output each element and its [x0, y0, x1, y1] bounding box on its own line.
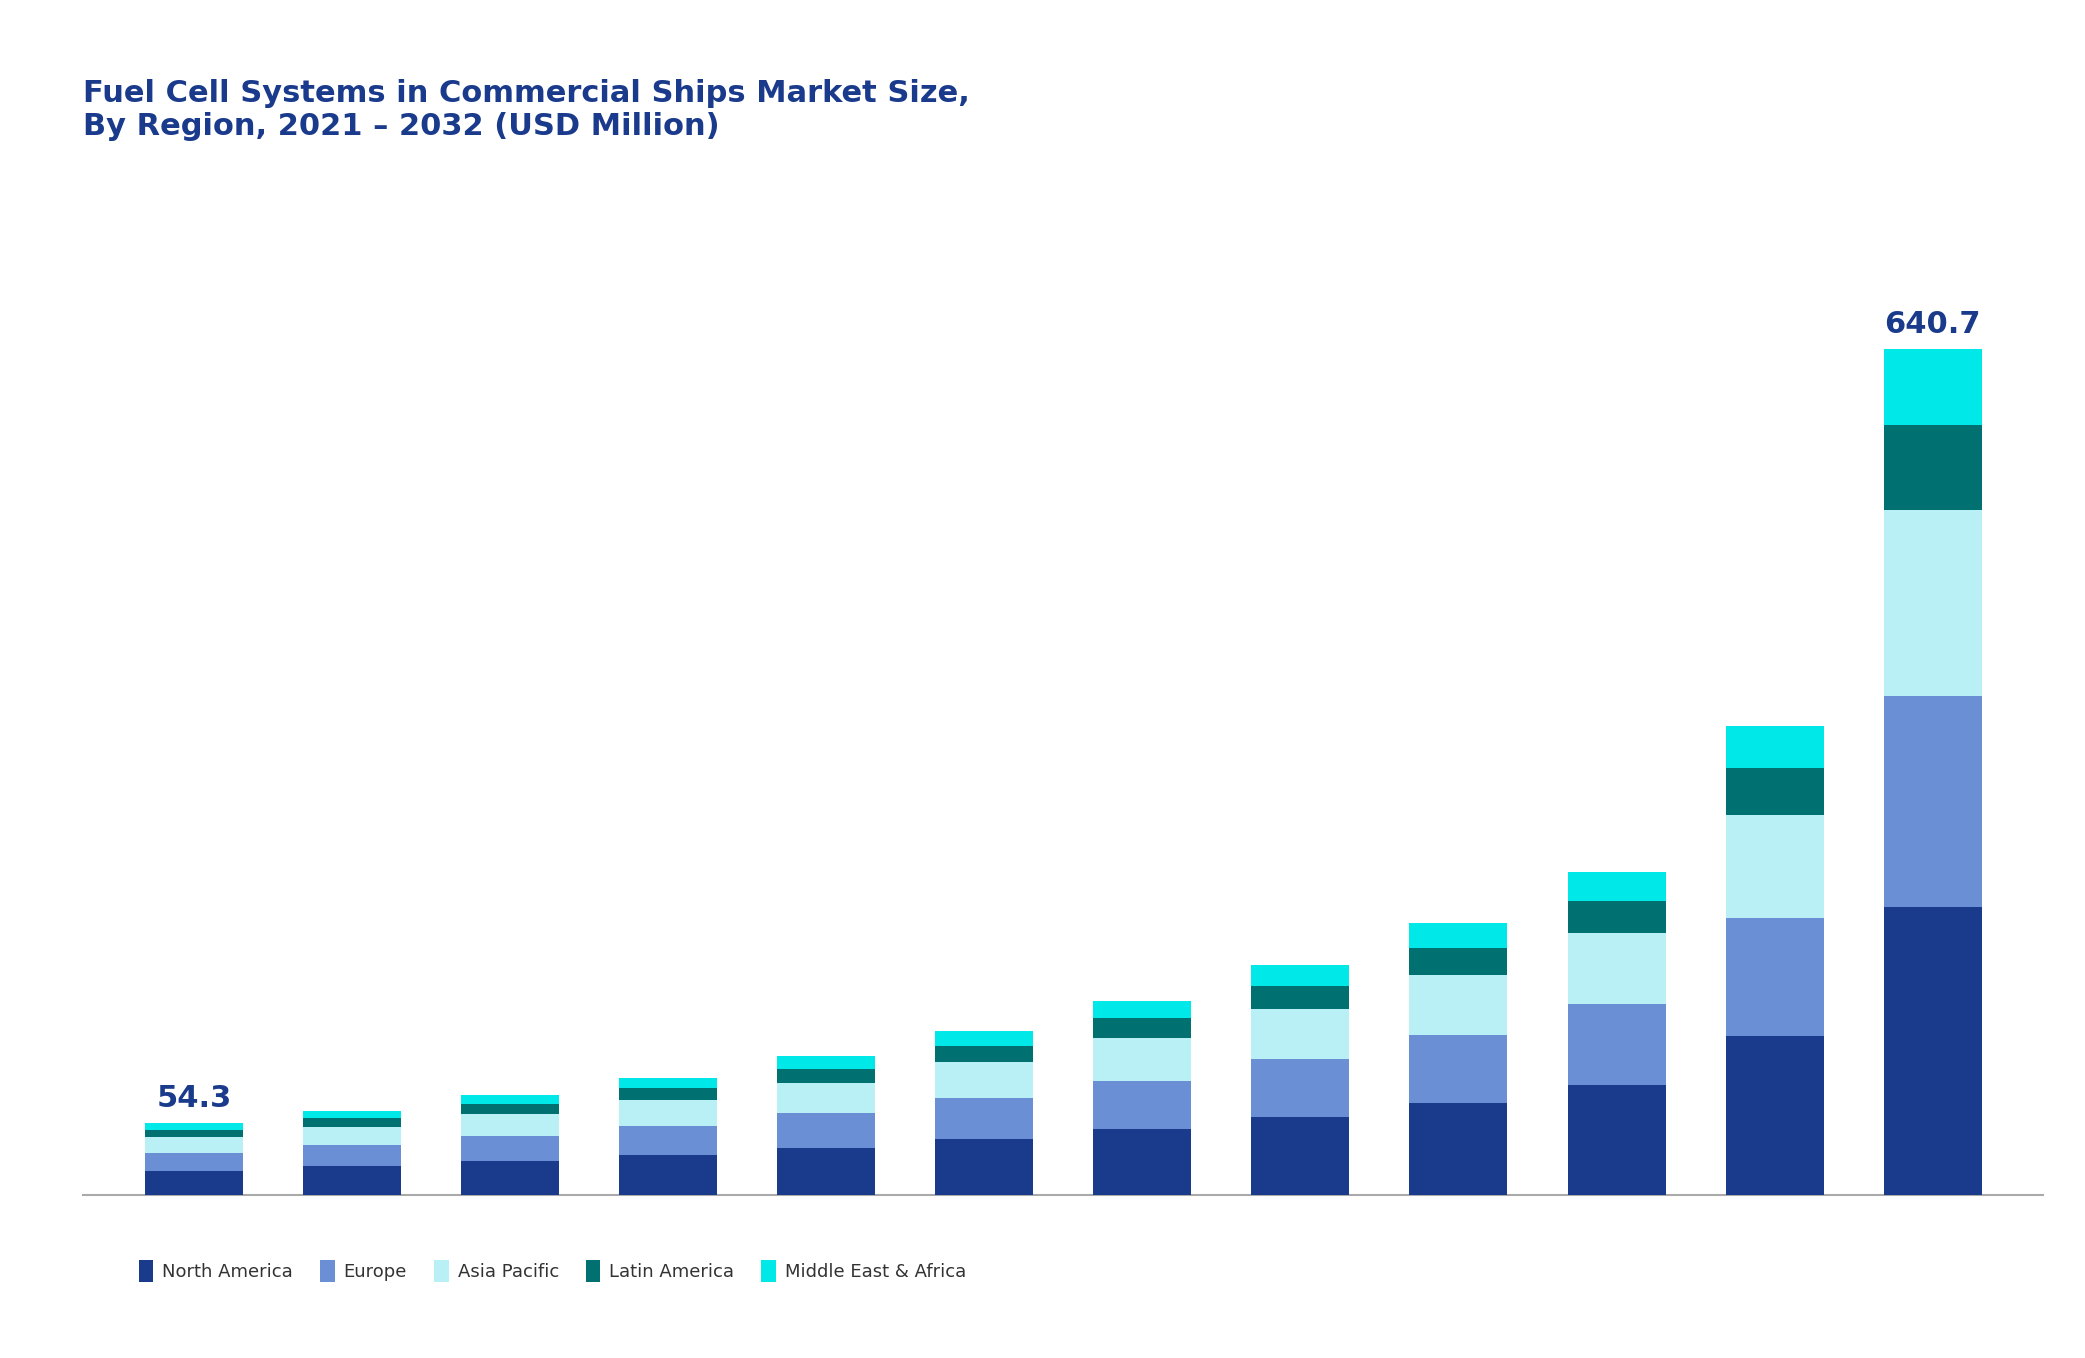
Bar	[778, 1069, 876, 1082]
Bar	[778, 1082, 876, 1114]
Bar	[146, 1171, 244, 1195]
Bar	[1726, 815, 1824, 918]
Bar	[461, 1115, 559, 1137]
Bar	[302, 1118, 400, 1127]
Bar	[619, 1088, 717, 1100]
Bar	[302, 1111, 400, 1118]
Bar	[1251, 1059, 1349, 1116]
Bar	[619, 1126, 717, 1156]
Bar	[1568, 872, 1666, 900]
Bar	[1093, 1038, 1191, 1081]
Bar	[1726, 727, 1824, 769]
Bar	[1251, 986, 1349, 1009]
Bar	[302, 1145, 400, 1167]
Bar	[146, 1123, 244, 1130]
Bar	[1883, 509, 1981, 695]
Bar	[461, 1104, 559, 1115]
Bar	[1251, 1009, 1349, 1059]
Bar	[302, 1127, 400, 1145]
Bar	[1409, 948, 1507, 975]
Bar	[1409, 923, 1507, 948]
Bar	[778, 1148, 876, 1195]
Text: 640.7: 640.7	[1885, 310, 1981, 340]
Bar	[619, 1077, 717, 1088]
Bar	[1251, 1116, 1349, 1195]
Bar	[778, 1114, 876, 1148]
Bar	[619, 1156, 717, 1195]
Bar	[1093, 1001, 1191, 1018]
Bar	[146, 1137, 244, 1153]
Bar	[1726, 1036, 1824, 1195]
Bar	[461, 1096, 559, 1104]
Bar	[936, 1139, 1034, 1195]
Bar	[1883, 425, 1981, 509]
Bar	[1251, 966, 1349, 986]
Bar	[1568, 1004, 1666, 1085]
Bar	[302, 1167, 400, 1195]
Bar	[936, 1031, 1034, 1046]
Bar	[1093, 1081, 1191, 1128]
Bar	[1883, 349, 1981, 425]
Bar	[936, 1062, 1034, 1099]
Bar	[1726, 769, 1824, 815]
Bar	[1883, 907, 1981, 1195]
Bar	[1409, 975, 1507, 1035]
Bar	[1409, 1103, 1507, 1195]
Text: Fuel Cell Systems in Commercial Ships Market Size,
By Region, 2021 – 2032 (USD M: Fuel Cell Systems in Commercial Ships Ma…	[83, 79, 970, 141]
Bar	[1568, 900, 1666, 933]
Bar	[1093, 1018, 1191, 1038]
Bar	[1726, 918, 1824, 1036]
Bar	[936, 1099, 1034, 1139]
Bar	[778, 1057, 876, 1069]
Bar	[1409, 1035, 1507, 1103]
Bar	[1568, 1085, 1666, 1195]
Bar	[461, 1137, 559, 1161]
Bar	[461, 1161, 559, 1195]
Bar	[146, 1130, 244, 1137]
Bar	[146, 1153, 244, 1171]
Bar	[1093, 1128, 1191, 1195]
Legend: North America, Europe, Asia Pacific, Latin America, Middle East & Africa: North America, Europe, Asia Pacific, Lat…	[131, 1252, 974, 1289]
Text: 54.3: 54.3	[156, 1084, 231, 1114]
Bar	[1568, 933, 1666, 1004]
Bar	[619, 1100, 717, 1126]
Bar	[1883, 695, 1981, 907]
Bar	[936, 1046, 1034, 1062]
